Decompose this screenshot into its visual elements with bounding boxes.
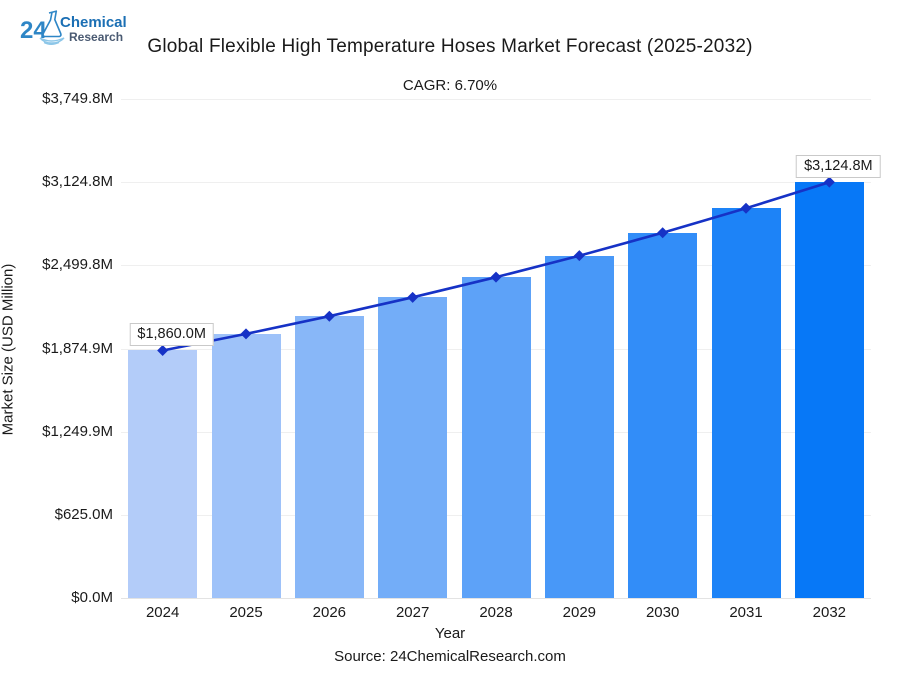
x-tick-label-2025: 2025 bbox=[229, 604, 263, 621]
chart-subtitle: CAGR: 6.70% bbox=[402, 77, 498, 94]
x-tick-label-2024: 2024 bbox=[145, 604, 180, 621]
x-axis-title: Year bbox=[434, 625, 466, 642]
gridline-0 bbox=[121, 598, 871, 599]
x-tick-label-2026: 2026 bbox=[312, 604, 347, 621]
x-tick-label-2032: 2032 bbox=[812, 604, 847, 621]
y-tick-label-4: $2,499.8M bbox=[42, 256, 113, 274]
flask-ripples-icon bbox=[39, 37, 65, 45]
data-label-2024: $1,860.0M bbox=[129, 323, 214, 347]
x-tick-label-2028: 2028 bbox=[479, 604, 513, 621]
y-tick-label-1: $625.0M bbox=[54, 505, 113, 523]
source-text: Source: 24ChemicalResearch.com bbox=[334, 648, 566, 665]
bar-2030[interactable] bbox=[628, 232, 698, 598]
bar-2029[interactable] bbox=[544, 255, 614, 598]
gridline-6 bbox=[121, 99, 871, 100]
y-tick-label-5: $3,124.8M bbox=[42, 173, 113, 191]
y-tick-label-6: $3,749.8M bbox=[42, 90, 113, 107]
plot-area bbox=[121, 99, 871, 599]
logo-text-chemical: Chemical bbox=[60, 14, 127, 31]
x-tick-label-2031: 2031 bbox=[729, 604, 763, 621]
x-tick-label-2027: 2027 bbox=[395, 604, 430, 621]
x-tick-label-2029: 2029 bbox=[562, 604, 597, 621]
chart-title: Global Flexible High Temperature Hoses M… bbox=[147, 36, 753, 57]
gridline-5 bbox=[121, 182, 871, 184]
bar-2024[interactable] bbox=[128, 350, 198, 598]
y-tick-label-0: $0.0M bbox=[71, 589, 113, 606]
bar-2032[interactable] bbox=[794, 182, 864, 598]
logo: 24 Chemical Research bbox=[20, 7, 130, 53]
bar-2026[interactable] bbox=[294, 316, 364, 598]
bar-2027[interactable] bbox=[378, 297, 448, 598]
bar-2025[interactable] bbox=[211, 333, 281, 598]
y-tick-label-2: $1,249.9M bbox=[42, 422, 113, 440]
data-label-2032: $3,124.8M bbox=[796, 155, 881, 179]
bar-2028[interactable] bbox=[461, 277, 531, 598]
y-tick-label-3: $1,874.9M bbox=[42, 339, 113, 357]
logo-graphic: 24 Chemical Research bbox=[20, 10, 127, 45]
bar-2031[interactable] bbox=[711, 208, 781, 598]
flask-icon bbox=[42, 10, 62, 38]
x-tick-label-2030: 2030 bbox=[645, 604, 680, 621]
logo-text-research: Research bbox=[69, 30, 123, 44]
